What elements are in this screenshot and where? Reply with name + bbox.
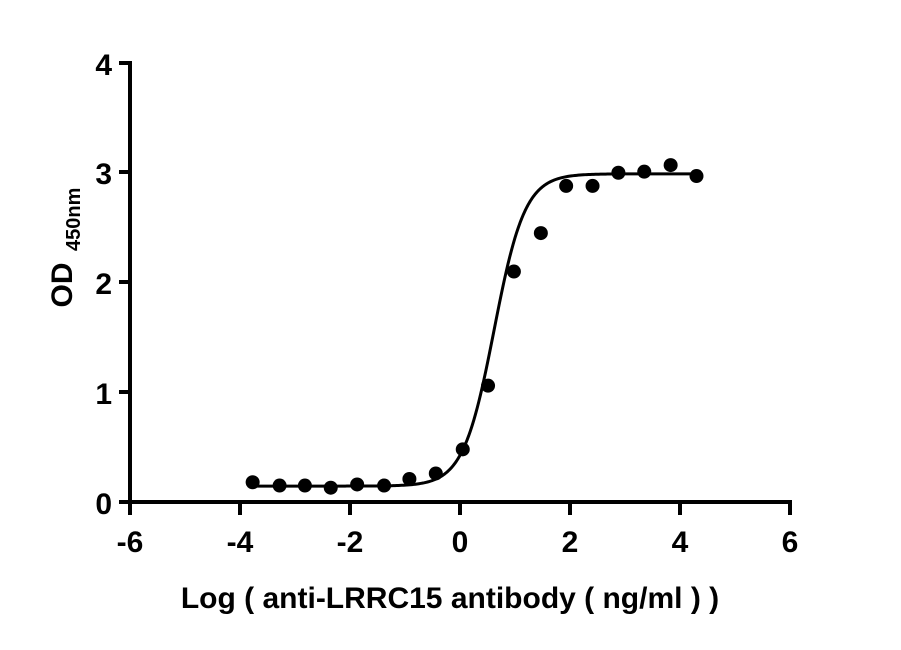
y-axis-title-subscript: 450nm bbox=[63, 188, 85, 251]
y-tick-label-2: 2 bbox=[95, 268, 112, 301]
data-point bbox=[350, 477, 365, 492]
data-point bbox=[402, 471, 417, 486]
data-point bbox=[245, 475, 260, 490]
data-point bbox=[455, 442, 470, 457]
x-tick-marks bbox=[128, 502, 792, 515]
data-point bbox=[297, 478, 312, 493]
y-tick-label-1: 1 bbox=[95, 378, 112, 411]
x-tick-label-neg6: -6 bbox=[117, 526, 144, 559]
data-point bbox=[481, 378, 496, 393]
y-tick-label-3: 3 bbox=[95, 158, 112, 191]
data-point bbox=[559, 178, 574, 193]
data-points-group bbox=[245, 158, 704, 495]
x-axis-title: Log ( anti-LRRC15 antibody ( ng/ml ) ) bbox=[181, 582, 719, 615]
data-point bbox=[377, 478, 392, 493]
x-tick-labels: -6 -4 -2 0 2 4 6 bbox=[117, 526, 799, 559]
y-axis-title: OD 450nm bbox=[46, 188, 85, 308]
fit-curve-line bbox=[249, 172, 698, 488]
y-tick-label-4: 4 bbox=[95, 49, 112, 82]
x-tick-label-6: 6 bbox=[782, 526, 799, 559]
x-tick-label-2: 2 bbox=[562, 526, 579, 559]
x-tick-label-neg2: -2 bbox=[337, 526, 364, 559]
y-tick-label-0: 0 bbox=[95, 488, 112, 521]
data-point bbox=[663, 158, 678, 173]
data-point bbox=[272, 478, 287, 493]
y-axis-title-main: OD bbox=[46, 263, 79, 308]
data-point bbox=[585, 178, 600, 193]
data-point bbox=[506, 264, 521, 279]
x-tick-label-4: 4 bbox=[672, 526, 689, 559]
x-tick-label-neg4: -4 bbox=[227, 526, 254, 559]
axes-group bbox=[128, 61, 792, 504]
data-point bbox=[533, 226, 548, 241]
x-tick-label-0: 0 bbox=[452, 526, 469, 559]
y-tick-marks bbox=[119, 61, 130, 504]
data-point bbox=[637, 164, 652, 179]
y-tick-labels: 4 3 2 1 0 bbox=[95, 49, 112, 521]
data-point bbox=[323, 480, 338, 495]
data-point bbox=[611, 165, 626, 180]
data-point bbox=[689, 169, 704, 184]
data-point bbox=[428, 466, 443, 481]
